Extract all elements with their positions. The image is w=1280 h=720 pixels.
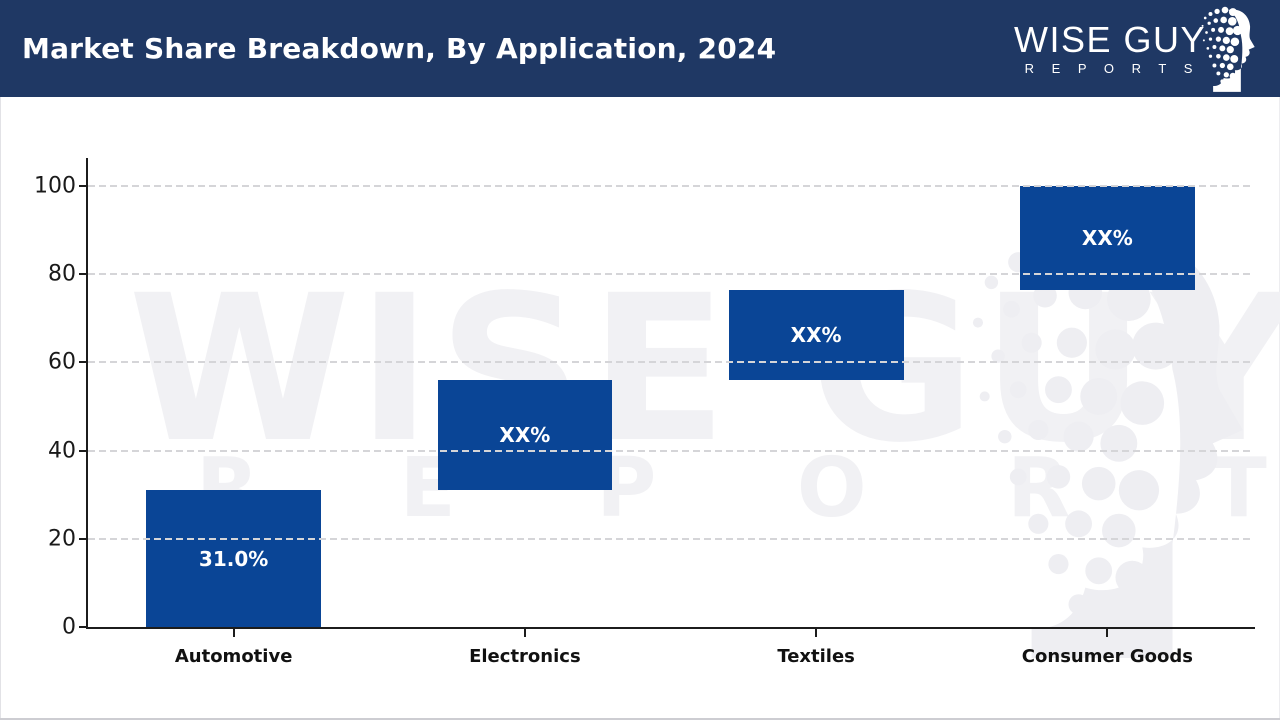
x-tick-mark [1106, 629, 1109, 637]
y-tick-label-40: 40 [48, 438, 76, 464]
y-tick-mark [79, 537, 87, 540]
dotted-head-logo-icon [1201, 6, 1255, 92]
logo-text: WISE GUY R E P O R T S [1014, 21, 1206, 76]
gridline-y-80 [88, 273, 1253, 276]
header-bar: Market Share Breakdown, By Application, … [0, 0, 1280, 97]
y-tick-mark [79, 626, 87, 628]
y-tick-mark [79, 361, 87, 364]
y-axis-labels: 0 20 40 60 80 100 [0, 160, 76, 639]
gridline-y-40 [88, 449, 1253, 452]
bar-textiles[interactable]: XX% [728, 289, 904, 380]
x-category: Textiles [671, 629, 962, 667]
x-tick-mark [815, 629, 818, 637]
y-tick-label-100: 100 [34, 173, 76, 199]
bar-electronics[interactable]: XX% [437, 379, 613, 491]
x-category: Consumer Goods [962, 629, 1253, 667]
gridline-y-60 [88, 361, 1253, 364]
wise-guy-logo: WISE GUY R E P O R T S [1014, 6, 1258, 92]
x-tick-mark [232, 629, 235, 637]
y-tick-label-60: 60 [48, 349, 76, 375]
y-axis-ticks [79, 160, 87, 628]
x-axis: Automotive Electronics Textiles Consumer Go… [88, 629, 1253, 667]
logo-wordmark: WISE GUY [1013, 19, 1206, 61]
x-tick-label-automotive: Automotive [174, 646, 293, 667]
gridline-y-100 [88, 184, 1253, 187]
y-tick-mark [79, 449, 87, 452]
x-category: Automotive [88, 629, 379, 667]
y-tick-label-0: 0 [62, 614, 76, 640]
gridline-y-20 [88, 537, 1253, 540]
x-tick-label-electronics: Electronics [469, 646, 581, 667]
x-axis-spine [86, 627, 1255, 629]
x-category: Electronics [379, 629, 670, 667]
page-title: Market Share Breakdown, By Application, … [22, 32, 777, 65]
plot-area: 31.0% XX% XX% XX% [88, 160, 1253, 627]
bar-value-label: 31.0% [198, 546, 269, 571]
bar-automotive[interactable]: 31.0% [146, 490, 321, 627]
bar-consumer-goods[interactable]: XX% [1020, 185, 1195, 290]
bar-value-label: XX% [499, 423, 551, 448]
y-tick-mark [79, 184, 87, 187]
x-tick-label-consumer-goods: Consumer Goods [1021, 646, 1193, 667]
bar-value-label: XX% [1081, 225, 1133, 250]
x-tick-label-textiles: Textiles [777, 646, 855, 667]
y-tick-label-80: 80 [48, 261, 76, 287]
bar-value-label: XX% [790, 322, 842, 347]
y-tick-mark [79, 273, 87, 276]
y-tick-label-20: 20 [48, 526, 76, 552]
logo-subtitle: R E P O R T S [1024, 60, 1200, 76]
x-tick-mark [523, 629, 526, 637]
y-axis-spine [86, 158, 88, 629]
